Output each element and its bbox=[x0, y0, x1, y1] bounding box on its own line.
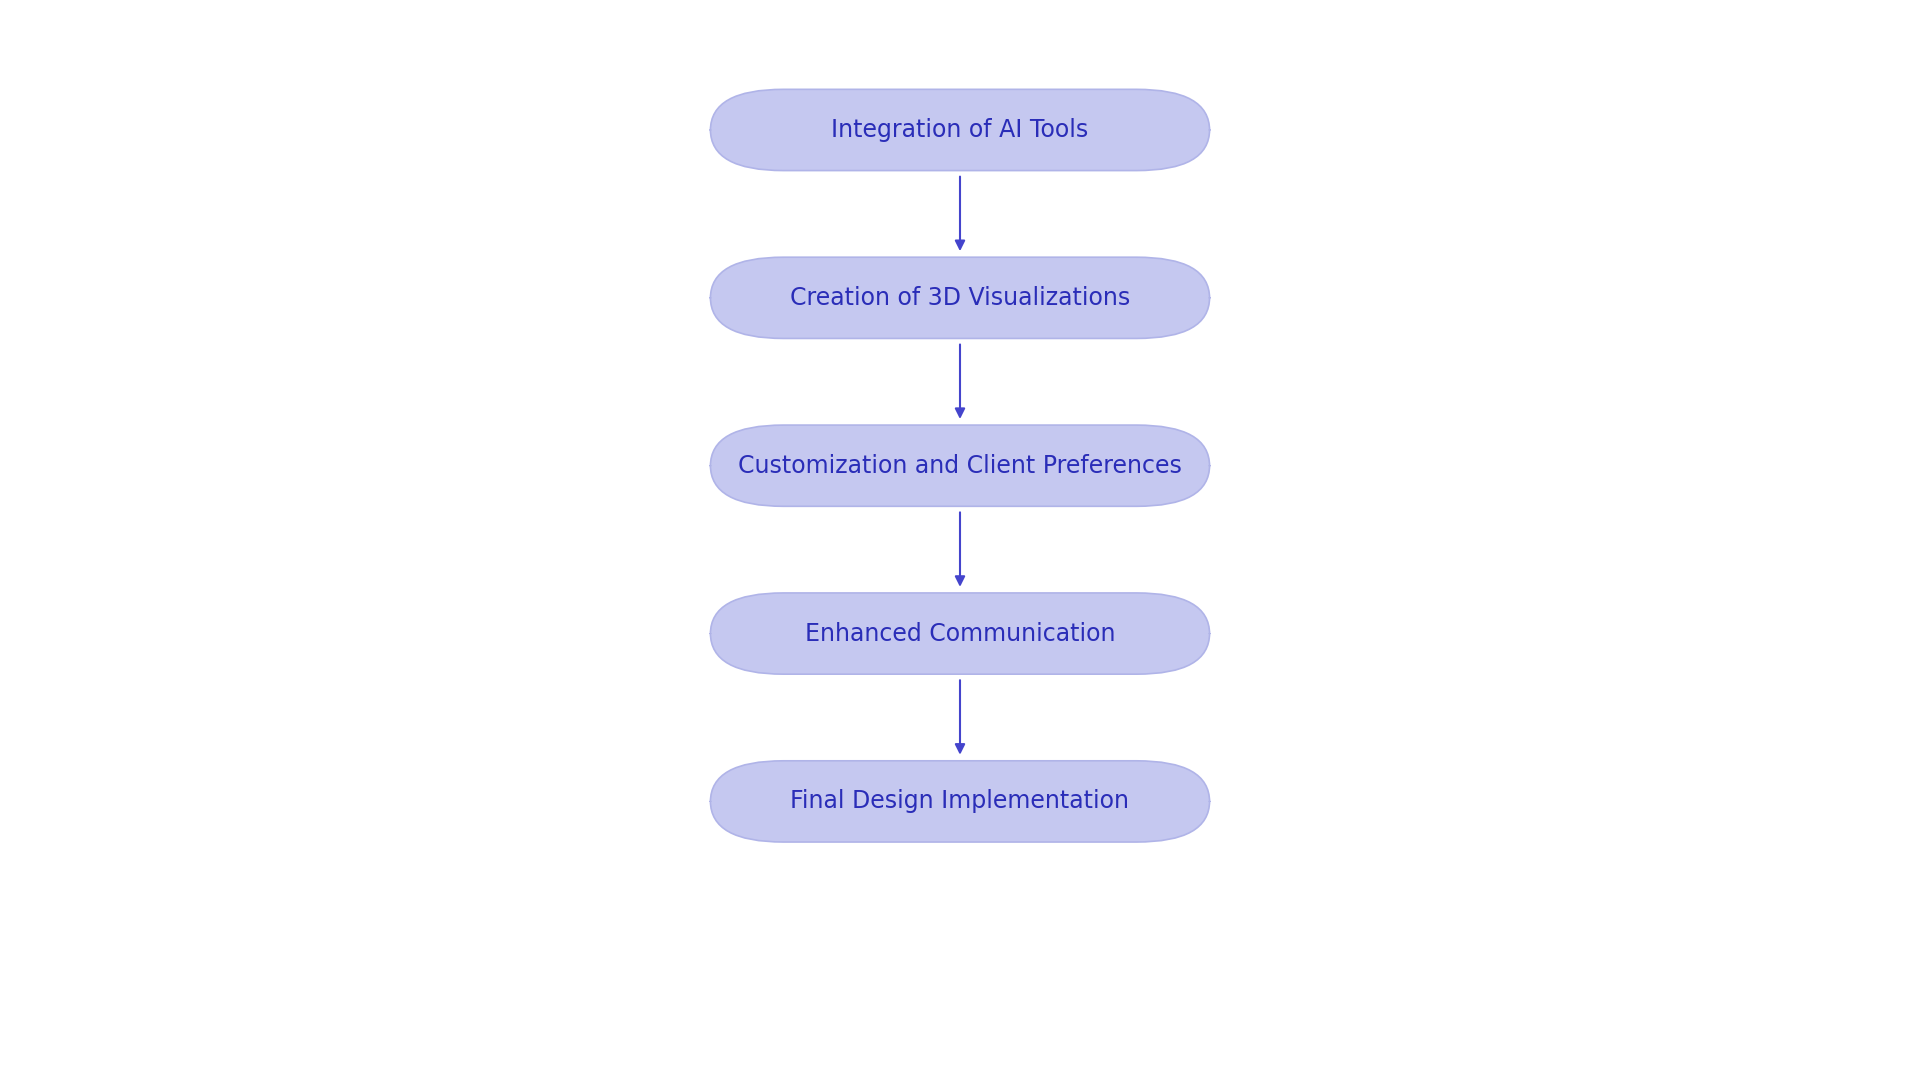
Text: Final Design Implementation: Final Design Implementation bbox=[791, 790, 1129, 813]
FancyBboxPatch shape bbox=[710, 760, 1210, 843]
FancyBboxPatch shape bbox=[710, 90, 1210, 170]
FancyBboxPatch shape bbox=[710, 425, 1210, 506]
FancyBboxPatch shape bbox=[710, 258, 1210, 338]
Text: Customization and Client Preferences: Customization and Client Preferences bbox=[737, 454, 1183, 478]
Text: Integration of AI Tools: Integration of AI Tools bbox=[831, 118, 1089, 142]
Text: Creation of 3D Visualizations: Creation of 3D Visualizations bbox=[789, 286, 1131, 310]
Text: Enhanced Communication: Enhanced Communication bbox=[804, 622, 1116, 645]
FancyBboxPatch shape bbox=[710, 593, 1210, 674]
